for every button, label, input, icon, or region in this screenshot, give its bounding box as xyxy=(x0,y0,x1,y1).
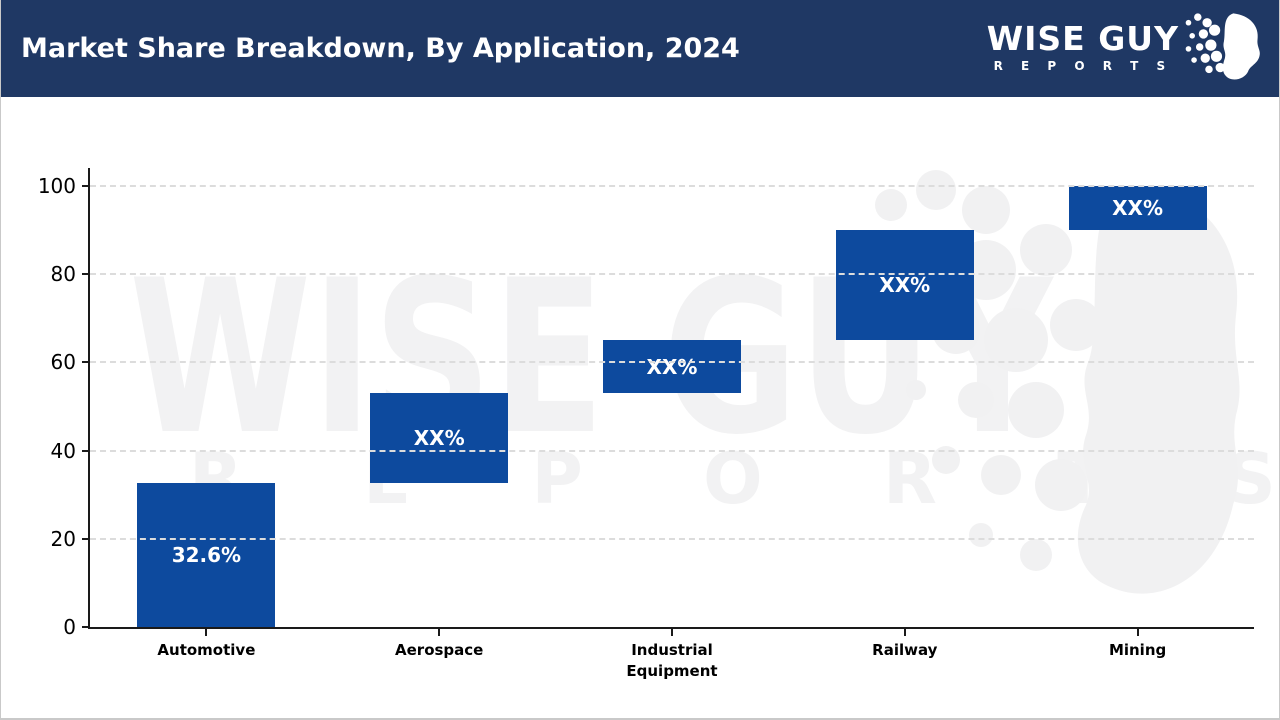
bar-aerospace: XX% xyxy=(370,393,509,484)
y-tick-label-80: 80 xyxy=(50,262,76,287)
x-tick-2 xyxy=(438,629,441,636)
y-tick-label-20: 20 xyxy=(50,526,76,551)
brand-logo-head-icon xyxy=(1185,13,1260,80)
y-axis-line xyxy=(88,168,90,629)
x-tick-label-automotive: Automotive xyxy=(157,641,256,659)
gridline-60 xyxy=(90,361,1254,364)
bar-railway: XX% xyxy=(835,230,974,341)
y-tick-label-0: 0 xyxy=(63,615,76,639)
bar-value-label: 32.6% xyxy=(171,543,242,568)
gridline-100 xyxy=(90,185,1254,187)
y-tick-label-60: 60 xyxy=(50,350,76,375)
brand-logo-reports-text: R E P O R T S xyxy=(993,58,1173,73)
bar-industrial-equipment: XX% xyxy=(603,340,741,394)
footer-divider xyxy=(1,718,1279,719)
y-tick-40 xyxy=(82,449,90,452)
gridline-80 xyxy=(90,273,1254,276)
gridline-40 xyxy=(90,449,1254,452)
y-tick-60 xyxy=(82,361,90,364)
y-tick-100 xyxy=(82,185,90,187)
x-axis-line xyxy=(88,627,1254,629)
x-tick-label-industrial-equipment: Industrial Equipment xyxy=(626,641,718,680)
y-tick-80 xyxy=(82,273,90,276)
x-tick-label-railway: Railway xyxy=(872,641,938,659)
bar-value-label: XX% xyxy=(879,273,931,298)
header-bar: Market Share Breakdown, By Application, … xyxy=(1,0,1279,97)
brand-logo-wordmark: WISE GUY xyxy=(986,19,1179,59)
chart-title: Market Share Breakdown, By Application, … xyxy=(21,33,740,64)
x-tick-4 xyxy=(903,629,906,636)
bar-mining: XX% xyxy=(1068,186,1207,231)
waterfall-chart: 32.6% XX% XX% XX% XX% 0 20 40 60 80 100 Automotive A… xyxy=(1,97,1279,715)
brand-logo: WISE GUY R E P O R T S xyxy=(987,8,1265,86)
bar-value-label: XX% xyxy=(413,426,465,451)
bar-value-label: XX% xyxy=(646,354,698,379)
y-tick-20 xyxy=(82,537,90,540)
bar-value-label: XX% xyxy=(1112,196,1164,221)
x-tick-3 xyxy=(671,629,673,636)
y-tick-0 xyxy=(82,626,90,628)
y-tick-label-40: 40 xyxy=(50,438,76,463)
x-tick-label-mining: Mining xyxy=(1108,641,1167,659)
x-tick-label-aerospace: Aerospace xyxy=(395,641,484,659)
bar-automotive: 32.6% xyxy=(137,483,276,627)
x-tick-5 xyxy=(1136,629,1139,636)
x-tick-1 xyxy=(205,629,208,636)
gridline-20 xyxy=(90,537,1254,540)
y-tick-label-100: 100 xyxy=(37,174,76,198)
